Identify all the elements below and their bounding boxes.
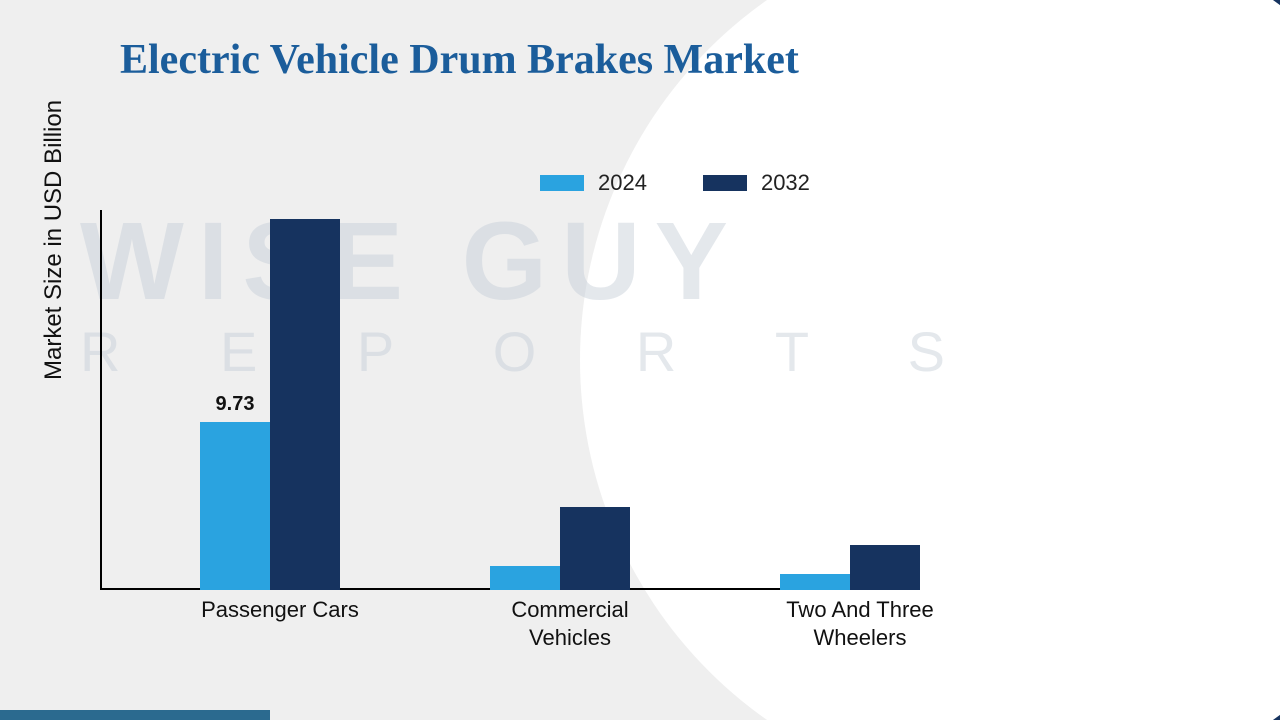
legend-item-2032: 2032 — [703, 170, 810, 196]
legend: 2024 2032 — [540, 170, 810, 196]
chart-canvas: WISE GUY R E P O R T S WISE GUY R E P O … — [0, 0, 1280, 720]
bottom-accent — [0, 710, 270, 720]
brand-logo: WISE GUY R E P O R T S — [1021, 24, 1254, 79]
plot-area: 9.73 Passenger Cars Commercial Vehicles … — [100, 210, 920, 590]
y-axis-label: Market Size in USD Billion — [40, 100, 68, 380]
category-label: Two And Three Wheelers — [770, 590, 950, 651]
category-label: Commercial Vehicles — [480, 590, 660, 651]
bar-2032 — [850, 545, 920, 590]
legend-label-2032: 2032 — [761, 170, 810, 196]
category-label: Passenger Cars — [190, 590, 370, 624]
legend-swatch-2032 — [703, 175, 747, 191]
legend-label-2024: 2024 — [598, 170, 647, 196]
bar-value-label: 9.73 — [195, 393, 275, 416]
brand-line2: R E P O R T S — [1021, 61, 1254, 79]
bar-2032 — [560, 507, 630, 590]
legend-item-2024: 2024 — [540, 170, 647, 196]
bar-2032 — [270, 219, 340, 590]
legend-swatch-2024 — [540, 175, 584, 191]
chart-title: Electric Vehicle Drum Brakes Market — [120, 36, 799, 84]
bar-2024 — [780, 574, 850, 590]
brand-line1: WISE GUY — [1021, 24, 1254, 63]
bar-2024 — [490, 566, 560, 590]
bar-2024 — [200, 422, 270, 590]
y-axis-line — [100, 210, 102, 590]
